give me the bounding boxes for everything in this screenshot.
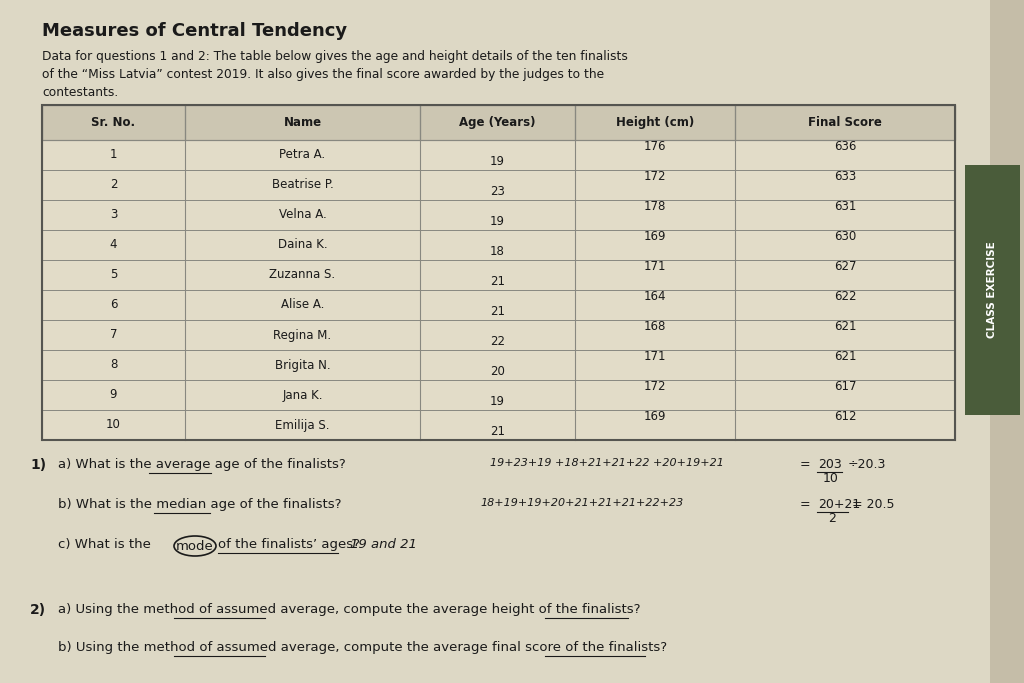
Text: =: = [800, 458, 811, 471]
Text: Petra A.: Petra A. [280, 148, 326, 161]
Bar [965, 165, 1020, 415]
Text: 20+21: 20+21 [818, 498, 860, 511]
Text: Daina K.: Daina K. [278, 238, 328, 251]
Text: 20: 20 [490, 365, 505, 378]
Text: 621: 621 [834, 350, 856, 363]
Text: 18: 18 [490, 245, 505, 258]
Bar [185, 105, 420, 140]
Text: 631: 631 [834, 200, 856, 213]
Text: 19+23+19 +18+21+21+22 +20+19+21: 19+23+19 +18+21+21+22 +20+19+21 [490, 458, 724, 468]
Text: 2: 2 [110, 178, 118, 191]
Text: CLASS EXERCISE: CLASS EXERCISE [987, 242, 997, 338]
Text: 7: 7 [110, 329, 118, 342]
Text: 10: 10 [823, 472, 839, 485]
Text: 636: 636 [834, 140, 856, 153]
Text: b) What is the median age of the finalists?: b) What is the median age of the finalis… [58, 498, 341, 511]
Text: mode: mode [176, 540, 214, 553]
Text: Age (Years): Age (Years) [459, 116, 536, 129]
Text: 5: 5 [110, 268, 117, 281]
Text: 21: 21 [490, 275, 505, 288]
Text: 169: 169 [644, 230, 667, 243]
Text: 19 and 21: 19 and 21 [350, 538, 417, 551]
Text: 19: 19 [490, 155, 505, 168]
Text: 10: 10 [106, 419, 121, 432]
Text: Zuzanna S.: Zuzanna S. [269, 268, 336, 281]
Text: 172: 172 [644, 380, 667, 393]
Bar [575, 105, 735, 140]
Text: Regina M.: Regina M. [273, 329, 332, 342]
Text: Measures of Central Tendency: Measures of Central Tendency [42, 22, 347, 40]
Text: 19: 19 [490, 215, 505, 228]
Text: 3: 3 [110, 208, 117, 221]
Text: = 20.5: = 20.5 [852, 498, 895, 511]
Text: 1): 1) [30, 458, 46, 472]
Text: 21: 21 [490, 305, 505, 318]
Text: 21: 21 [490, 425, 505, 438]
Bar [42, 105, 955, 140]
Text: b) Using the method of assumed average, compute the average final score of the f: b) Using the method of assumed average, … [58, 641, 667, 654]
Text: 621: 621 [834, 320, 856, 333]
Text: 2: 2 [828, 512, 836, 525]
Text: 4: 4 [110, 238, 118, 251]
Text: ÷20.3: ÷20.3 [848, 458, 887, 471]
Text: 1: 1 [110, 148, 118, 161]
Text: 8: 8 [110, 359, 117, 372]
Text: 169: 169 [644, 410, 667, 423]
Text: Height (cm): Height (cm) [615, 116, 694, 129]
Text: Velna A.: Velna A. [279, 208, 327, 221]
Text: Beatrise P.: Beatrise P. [271, 178, 334, 191]
Text: 627: 627 [834, 260, 856, 273]
Bar [420, 105, 575, 140]
Text: 203: 203 [818, 458, 842, 471]
Text: Brigita N.: Brigita N. [274, 359, 331, 372]
Text: 9: 9 [110, 389, 118, 402]
Bar [735, 105, 955, 140]
Text: 164: 164 [644, 290, 667, 303]
Text: 2): 2) [30, 603, 46, 617]
Text: 18+19+19+20+21+21+21+22+23: 18+19+19+20+21+21+21+22+23 [480, 498, 683, 508]
Text: Emilija S.: Emilija S. [275, 419, 330, 432]
Text: 172: 172 [644, 170, 667, 183]
Text: 630: 630 [834, 230, 856, 243]
Text: Sr. No.: Sr. No. [91, 116, 135, 129]
Text: 6: 6 [110, 298, 118, 311]
Text: of the “Miss Latvia” contest 2019. It also gives the final score awarded by the : of the “Miss Latvia” contest 2019. It al… [42, 68, 604, 81]
Text: c) What is the: c) What is the [58, 538, 151, 551]
Text: 171: 171 [644, 260, 667, 273]
Bar [42, 105, 185, 140]
Text: 176: 176 [644, 140, 667, 153]
Text: 612: 612 [834, 410, 856, 423]
Text: Alise A.: Alise A. [281, 298, 325, 311]
Text: 171: 171 [644, 350, 667, 363]
Text: 19: 19 [490, 395, 505, 408]
Text: 178: 178 [644, 200, 667, 213]
Text: 168: 168 [644, 320, 667, 333]
Text: of the finalists’ ages?: of the finalists’ ages? [218, 538, 360, 551]
Text: Name: Name [284, 116, 322, 129]
Text: 633: 633 [834, 170, 856, 183]
Bar [42, 105, 955, 440]
Text: 617: 617 [834, 380, 856, 393]
Text: a) Using the method of assumed average, compute the average height of the finali: a) Using the method of assumed average, … [58, 603, 640, 616]
Text: Jana K.: Jana K. [283, 389, 323, 402]
Text: contestants.: contestants. [42, 86, 118, 99]
Text: =: = [800, 498, 811, 511]
Text: a) What is the average age of the finalists?: a) What is the average age of the finali… [58, 458, 346, 471]
Text: 23: 23 [490, 185, 505, 198]
Text: 622: 622 [834, 290, 856, 303]
Bar [42, 105, 955, 440]
Text: Data for questions 1 and 2: The table below gives the age and height details of : Data for questions 1 and 2: The table be… [42, 50, 628, 63]
Text: 22: 22 [490, 335, 505, 348]
Text: Final Score: Final Score [808, 116, 882, 129]
